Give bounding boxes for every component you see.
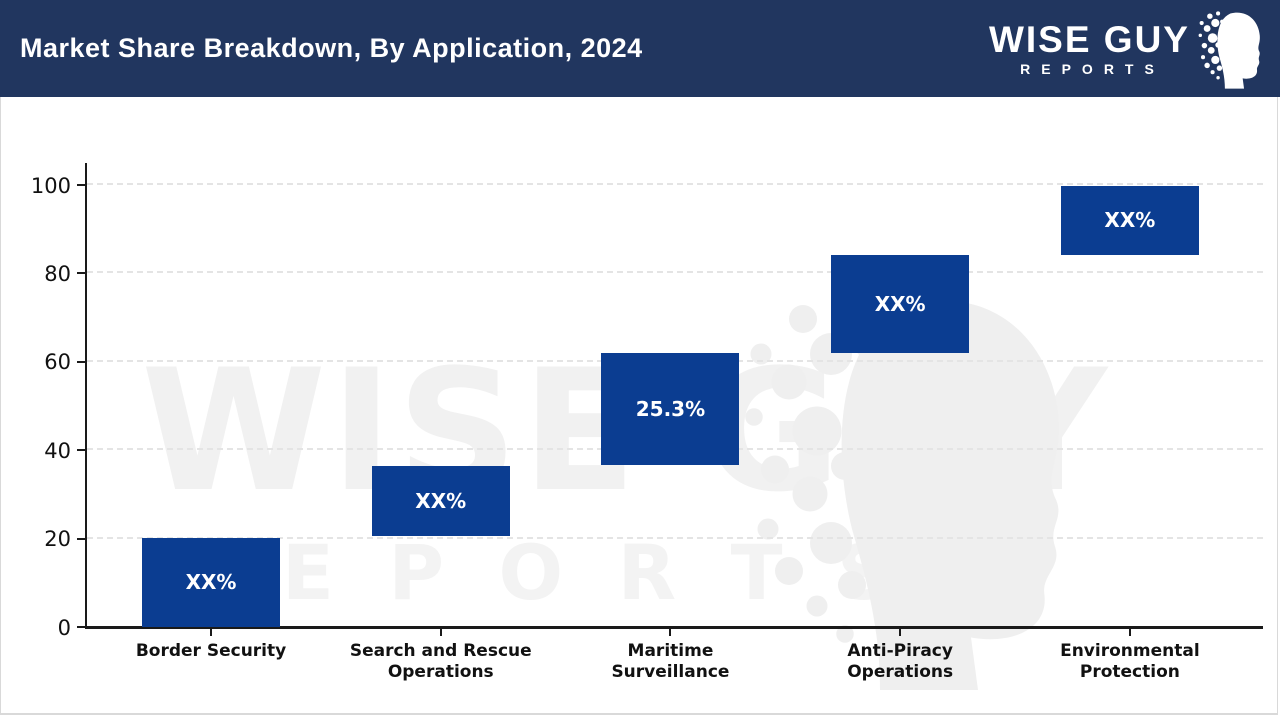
y-tick-mark xyxy=(77,184,85,187)
y-tick-label: 0 xyxy=(57,615,71,640)
bar-segment: XX% xyxy=(371,466,510,537)
dotted-head-icon xyxy=(1198,10,1260,89)
x-category-label: Border Security xyxy=(91,641,331,662)
bar-value-label: XX% xyxy=(185,570,237,595)
y-tick-mark xyxy=(77,626,85,628)
x-category-label-line: Anti-Piracy xyxy=(847,641,953,661)
x-tick-mark xyxy=(1128,628,1131,636)
x-category-label-line: Border Security xyxy=(135,641,287,661)
x-category-label-line: Operations xyxy=(387,662,494,682)
x-axis-line xyxy=(85,626,1263,629)
bar-value-label: XX% xyxy=(415,489,467,514)
y-tick-mark xyxy=(77,537,85,540)
wise-guy-logo: WISE GUY REPORTS xyxy=(989,8,1266,90)
logo-brand-text: WISE GUY xyxy=(988,19,1190,60)
bar-segment: XX% xyxy=(1060,185,1199,255)
bar-segment: XX% xyxy=(142,537,281,627)
y-tick-mark xyxy=(77,449,85,452)
x-category-label-line: Surveillance xyxy=(611,662,730,682)
x-category-label-line: Protection xyxy=(1079,662,1180,682)
logo-sub-text: REPORTS xyxy=(1020,61,1165,77)
x-category-label: Anti-Piracy Operations xyxy=(780,641,1020,683)
x-category-label: Search and Rescue Operations xyxy=(321,641,561,683)
x-category-label: Maritime Surveillance xyxy=(550,641,790,683)
x-tick-mark xyxy=(439,628,442,636)
y-tick-label: 60 xyxy=(44,350,71,375)
page-title: Market Share Breakdown, By Application, … xyxy=(20,33,643,63)
header-bar: Market Share Breakdown, By Application, … xyxy=(0,0,1280,97)
gridline-20 xyxy=(87,536,1263,539)
gridline-80 xyxy=(87,271,1263,274)
watermark-head-icon xyxy=(745,294,1059,690)
x-category-label-line: Search and Rescue xyxy=(349,641,532,661)
x-tick-mark xyxy=(210,628,213,636)
bar-segment: XX% xyxy=(831,255,970,354)
y-tick-label: 20 xyxy=(44,527,71,552)
bar-value-label: XX% xyxy=(1104,208,1156,233)
gridline-100 xyxy=(87,183,1263,186)
y-tick-mark xyxy=(77,360,85,363)
y-tick-mark xyxy=(77,272,85,275)
y-tick-label: 80 xyxy=(44,261,71,286)
x-category-label-line: Maritime xyxy=(627,641,714,661)
watermark-sub-text: R E P O R T S xyxy=(169,528,906,617)
bar-value-label: XX% xyxy=(874,292,926,317)
y-axis-line xyxy=(85,163,87,627)
logo-text: WISE GUY REPORTS xyxy=(989,21,1190,76)
bar-segment: 25.3% xyxy=(601,353,740,466)
x-tick-mark xyxy=(669,628,672,636)
plot-area: 0 20 40 60 80 100 XX% Border Security XX% Search … xyxy=(31,163,1263,682)
x-category-label-line: Environmental xyxy=(1060,641,1200,661)
bar-value-label: 25.3% xyxy=(635,397,706,422)
x-category-label-line: Operations xyxy=(847,662,954,682)
y-tick-label: 100 xyxy=(30,173,71,198)
x-category-label: Environmental Protection xyxy=(1010,641,1250,683)
x-tick-mark xyxy=(899,628,902,636)
y-tick-label: 40 xyxy=(44,438,71,463)
